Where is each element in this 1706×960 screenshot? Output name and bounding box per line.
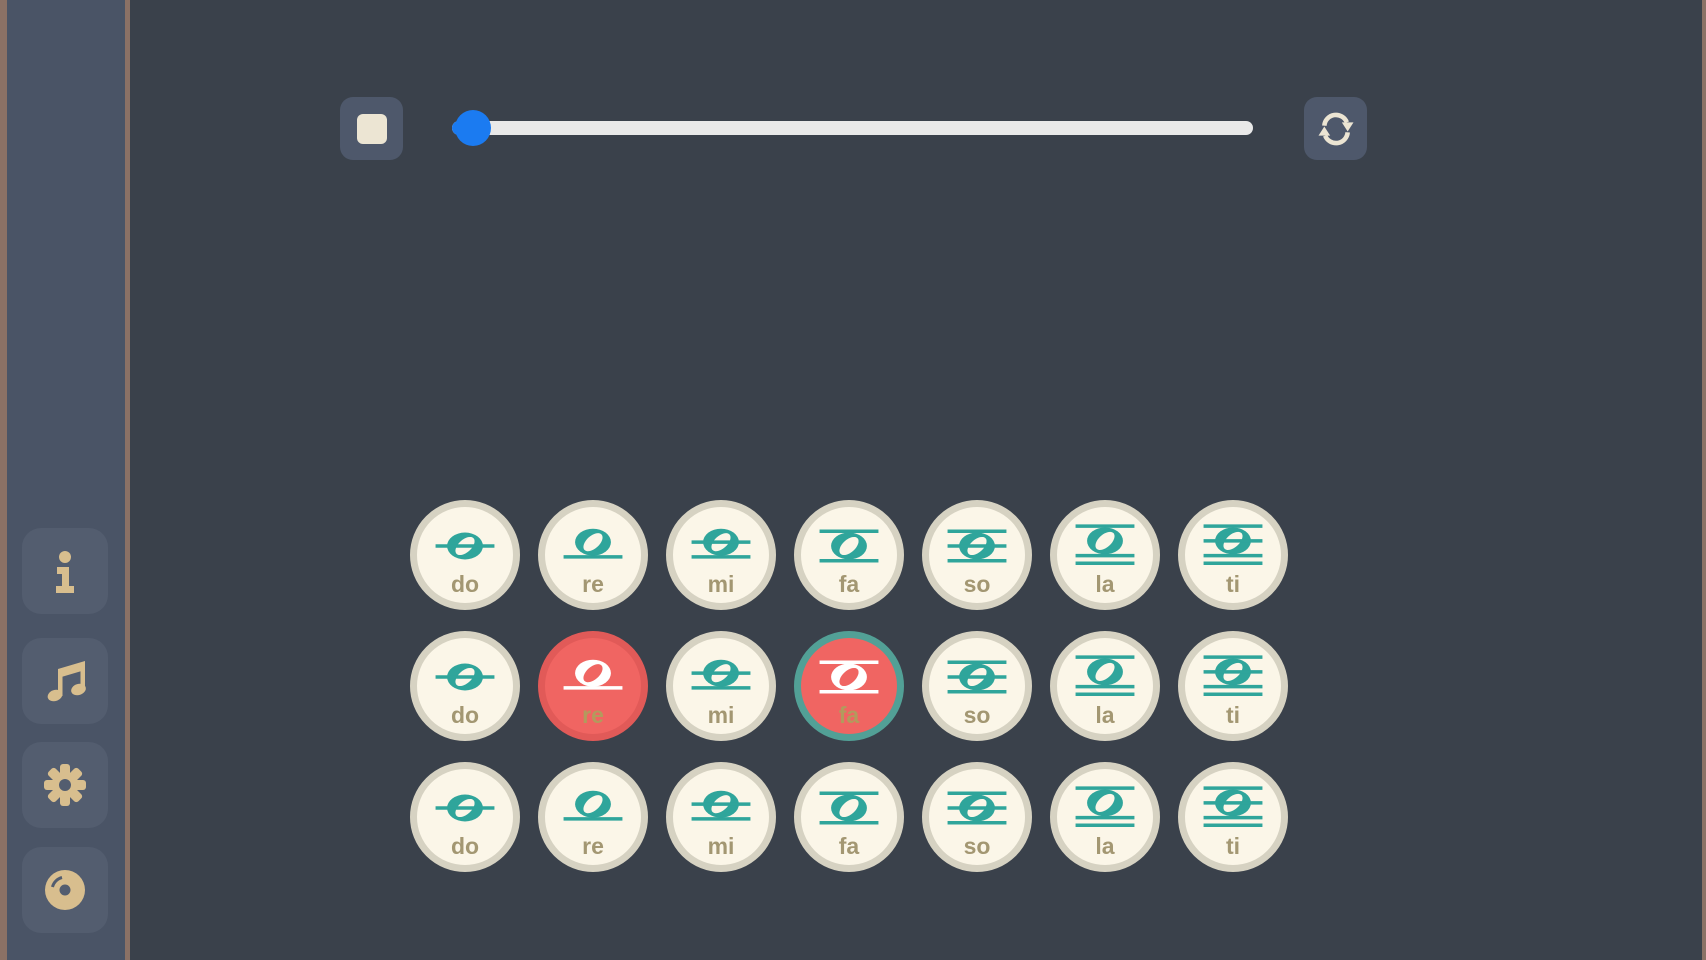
whole-note-glyph [1075,524,1135,566]
note-label: mi [707,702,735,728]
disc-icon [45,870,85,910]
note-label: re [582,702,604,728]
whole-note-glyph [435,532,495,560]
sidebar-button-info[interactable] [22,528,108,614]
progress-slider[interactable] [452,104,1253,152]
gear-icon [44,764,86,806]
note-button-ti[interactable]: ti [1178,631,1288,741]
note-label: so [963,833,991,859]
music-note-icon [47,661,86,702]
sidebar-button-settings[interactable] [22,742,108,828]
slider-track[interactable] [452,121,1253,135]
note-label: la [1095,571,1115,597]
note-button-re[interactable]: re [538,631,648,741]
note-button-la[interactable]: la [1050,631,1160,741]
note-button-re[interactable]: re [538,500,648,610]
note-label: ti [1225,702,1241,728]
whole-note-glyph [563,659,623,690]
note-button-la[interactable]: la [1050,762,1160,872]
whole-note-glyph [819,660,879,694]
whole-note-glyph [947,529,1007,563]
note-button-ti[interactable]: ti [1178,762,1288,872]
note-label: fa [838,833,860,859]
note-button-so[interactable]: so [922,631,1032,741]
stop-icon [356,113,387,144]
replay-button[interactable] [1304,97,1367,160]
note-label: so [963,571,991,597]
whole-note-glyph [563,790,623,821]
replay-icon [1318,112,1353,145]
whole-note-glyph [947,791,1007,825]
note-label: ti [1225,833,1241,859]
note-label: mi [707,833,735,859]
note-button-fa[interactable]: fa [794,762,904,872]
whole-note-glyph [1203,524,1263,566]
note-button-so[interactable]: so [922,762,1032,872]
note-label: mi [707,571,735,597]
note-label: ti [1225,571,1241,597]
whole-note-glyph [691,790,751,821]
note-label: do [450,702,480,728]
slider-thumb[interactable] [455,110,491,146]
note-label: re [582,571,604,597]
whole-note-glyph [691,528,751,559]
note-label: so [963,702,991,728]
whole-note-glyph [819,529,879,563]
note-button-re[interactable]: re [538,762,648,872]
note-label: re [582,833,604,859]
note-label: fa [838,702,860,728]
note-button-mi[interactable]: mi [666,762,776,872]
note-button-do[interactable]: do [410,762,520,872]
sidebar [0,0,130,960]
frame-border-right [1702,0,1706,960]
stop-button[interactable] [340,97,403,160]
whole-note-glyph [1203,786,1263,828]
note-button-mi[interactable]: mi [666,631,776,741]
whole-note-glyph [691,659,751,690]
note-label: do [450,833,480,859]
note-button-mi[interactable]: mi [666,500,776,610]
whole-note-glyph [1203,655,1263,697]
whole-note-glyph [1075,786,1135,828]
whole-note-glyph [435,794,495,822]
sidebar-button-recordings[interactable] [22,847,108,933]
note-grid: do re mi fa so la ti do re mi fa [410,500,1288,872]
note-button-so[interactable]: so [922,500,1032,610]
note-button-ti[interactable]: ti [1178,500,1288,610]
note-label: do [450,571,480,597]
whole-note-glyph [819,791,879,825]
note-button-fa[interactable]: fa [794,631,904,741]
note-label: la [1095,833,1115,859]
note-button-do[interactable]: do [410,500,520,610]
note-label: la [1095,702,1115,728]
sidebar-button-notes[interactable] [22,638,108,724]
info-icon [56,551,74,593]
note-label: fa [838,571,860,597]
whole-note-glyph [435,663,495,691]
whole-note-glyph [1075,655,1135,697]
whole-note-glyph [947,660,1007,694]
note-button-la[interactable]: la [1050,500,1160,610]
note-button-fa[interactable]: fa [794,500,904,610]
whole-note-glyph [563,528,623,559]
note-button-do[interactable]: do [410,631,520,741]
